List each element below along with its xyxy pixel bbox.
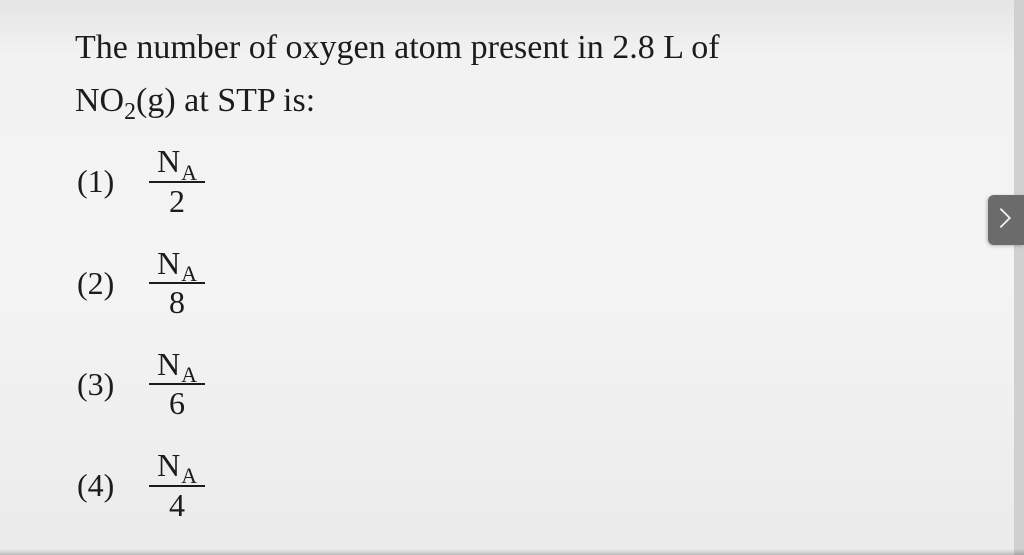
- numer-base: N: [157, 346, 180, 382]
- option-number: (4): [77, 467, 149, 504]
- question-formula: NO2(g): [75, 82, 184, 119]
- option-fraction: NA 6: [149, 348, 205, 421]
- numer-base: N: [157, 143, 180, 179]
- question-stem: The number of oxygen atom present in 2.8…: [75, 22, 964, 127]
- formula-subscript: 2: [124, 98, 136, 124]
- fraction-numerator: NA: [153, 348, 201, 382]
- option-2[interactable]: (2) NA 8: [77, 247, 964, 320]
- next-button[interactable]: [988, 195, 1024, 245]
- question-page: The number of oxygen atom present in 2.8…: [0, 0, 1024, 555]
- formula-main: NO: [75, 82, 124, 119]
- fraction-denominator: 8: [165, 286, 189, 320]
- fraction-denominator: 6: [165, 387, 189, 421]
- option-fraction: NA 4: [149, 449, 205, 522]
- options-list: (1) NA 2 (2) NA 8 (3): [75, 145, 964, 522]
- option-number: (2): [77, 265, 149, 302]
- fraction-numerator: NA: [153, 247, 201, 281]
- bottom-shadow: [0, 549, 1024, 555]
- numer-base: N: [157, 245, 180, 281]
- right-scroll-track: [1014, 0, 1024, 555]
- numer-base: N: [157, 447, 180, 483]
- question-line2-suffix: at STP is:: [184, 82, 315, 119]
- question-line1: The number of oxygen atom present in 2.8…: [75, 29, 720, 66]
- option-3[interactable]: (3) NA 6: [77, 348, 964, 421]
- formula-state: (g): [136, 82, 176, 119]
- option-fraction: NA 2: [149, 145, 205, 218]
- option-number: (1): [77, 163, 149, 200]
- option-fraction: NA 8: [149, 247, 205, 320]
- fraction-numerator: NA: [153, 449, 201, 483]
- option-number: (3): [77, 366, 149, 403]
- fraction-numerator: NA: [153, 145, 201, 179]
- option-1[interactable]: (1) NA 2: [77, 145, 964, 218]
- chevron-right-icon: [999, 208, 1013, 233]
- option-4[interactable]: (4) NA 4: [77, 449, 964, 522]
- fraction-denominator: 4: [165, 489, 189, 523]
- fraction-denominator: 2: [165, 185, 189, 219]
